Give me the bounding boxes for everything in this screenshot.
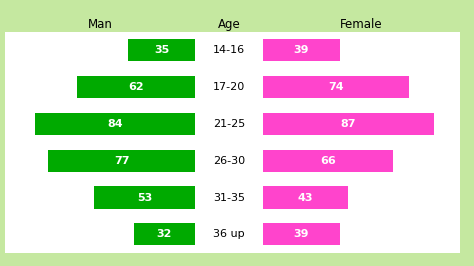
Bar bbox=[263, 76, 409, 98]
Bar bbox=[94, 186, 195, 209]
Bar bbox=[263, 113, 434, 135]
Title: Man: Man bbox=[87, 18, 112, 31]
Bar bbox=[77, 76, 195, 98]
Bar bbox=[263, 223, 340, 245]
Text: 39: 39 bbox=[293, 229, 309, 239]
Bar bbox=[263, 150, 393, 172]
Bar bbox=[263, 39, 340, 61]
Text: 31-35: 31-35 bbox=[213, 193, 245, 202]
Text: 32: 32 bbox=[157, 229, 172, 239]
Text: 26-30: 26-30 bbox=[213, 156, 245, 166]
Text: 35: 35 bbox=[154, 45, 169, 55]
Text: 36 up: 36 up bbox=[213, 229, 245, 239]
Text: 66: 66 bbox=[320, 156, 336, 166]
Text: 21-25: 21-25 bbox=[213, 119, 245, 129]
Title: Age: Age bbox=[218, 18, 240, 31]
Text: 74: 74 bbox=[328, 82, 344, 92]
Text: 43: 43 bbox=[297, 193, 313, 202]
Bar bbox=[35, 113, 195, 135]
Text: 14-16: 14-16 bbox=[213, 45, 245, 55]
Text: 87: 87 bbox=[341, 119, 356, 129]
Text: 62: 62 bbox=[128, 82, 144, 92]
Bar bbox=[128, 39, 195, 61]
Text: 77: 77 bbox=[114, 156, 129, 166]
Bar bbox=[48, 150, 195, 172]
Bar bbox=[263, 186, 347, 209]
Bar bbox=[134, 223, 195, 245]
Text: 39: 39 bbox=[293, 45, 309, 55]
Text: 17-20: 17-20 bbox=[213, 82, 245, 92]
Text: 84: 84 bbox=[107, 119, 123, 129]
Title: Female: Female bbox=[340, 18, 383, 31]
Text: 53: 53 bbox=[137, 193, 152, 202]
